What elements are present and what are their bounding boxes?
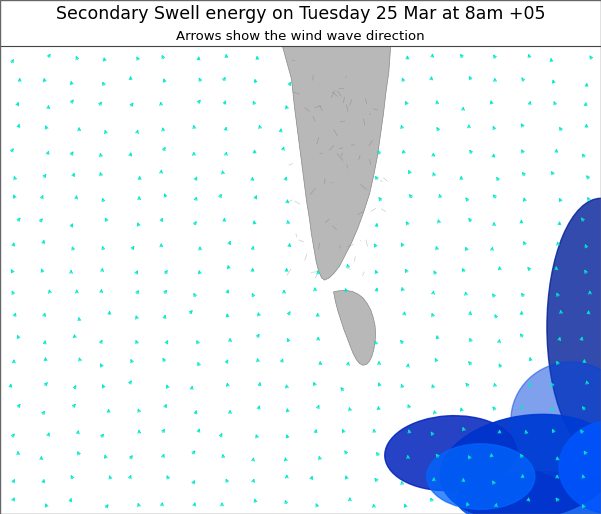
Polygon shape	[282, 46, 391, 280]
Ellipse shape	[427, 444, 535, 509]
Ellipse shape	[440, 414, 601, 514]
Ellipse shape	[511, 362, 601, 479]
Ellipse shape	[559, 420, 601, 514]
Text: Arrows show the wind wave direction: Arrows show the wind wave direction	[176, 30, 425, 43]
Ellipse shape	[547, 198, 601, 455]
Polygon shape	[334, 290, 376, 365]
Text: Secondary Swell energy on Tuesday 25 Mar at 8am +05: Secondary Swell energy on Tuesday 25 Mar…	[56, 5, 545, 23]
Ellipse shape	[457, 472, 601, 514]
Ellipse shape	[385, 416, 517, 491]
